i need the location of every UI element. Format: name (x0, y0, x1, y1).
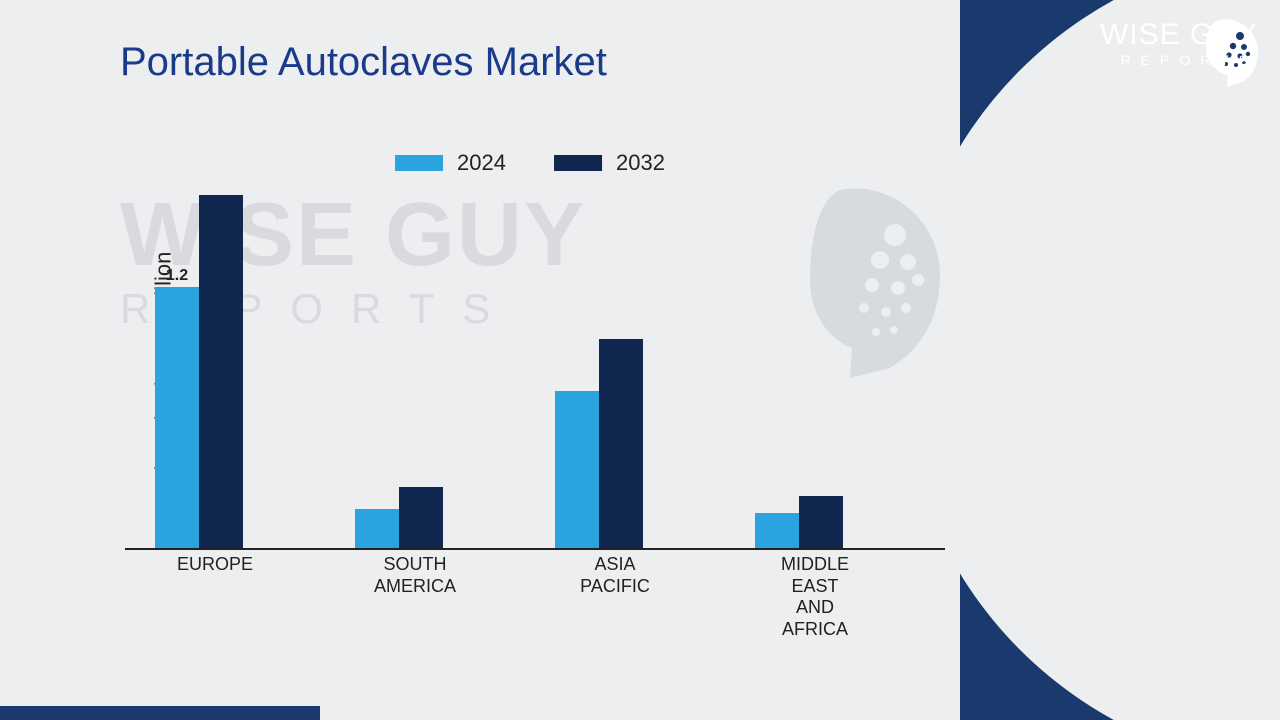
bar (355, 509, 399, 548)
legend-label: 2024 (457, 150, 506, 176)
brand-logo: WISE GUY REPORTS (1100, 20, 1258, 68)
legend-label: 2032 (616, 150, 665, 176)
page-canvas: WISE GUY REPORTS Portable Autoclaves Mar… (0, 0, 1280, 720)
category-label: ASIAPACIFIC (535, 548, 695, 597)
bar (755, 513, 799, 548)
bar-value-label: 1.2 (155, 267, 199, 287)
legend-swatch-2032 (554, 155, 602, 171)
chart-legend: 2024 2032 (395, 150, 665, 176)
bar (199, 195, 243, 548)
bar (155, 287, 199, 548)
category-label: SOUTHAMERICA (335, 548, 495, 597)
bar (799, 496, 843, 548)
brand-main: WISE GUY (1100, 20, 1258, 50)
chart-title: Portable Autoclaves Market (120, 40, 607, 85)
legend-swatch-2024 (395, 155, 443, 171)
bar (599, 339, 643, 548)
category-label: MIDDLEEASTANDAFRICA (735, 548, 895, 640)
brand-sub: REPORTS (1100, 52, 1258, 68)
category-label: EUROPE (135, 548, 295, 576)
plot-area: 1.2EUROPESOUTHAMERICAASIAPACIFICMIDDLEEA… (125, 180, 945, 550)
bottom-accent-bar (0, 706, 320, 720)
bar-chart: Market Size in USD Billion 2024 2032 1.2… (95, 150, 965, 610)
legend-item: 2032 (554, 150, 665, 176)
bar (399, 487, 443, 548)
bar (555, 391, 599, 548)
legend-item: 2024 (395, 150, 506, 176)
